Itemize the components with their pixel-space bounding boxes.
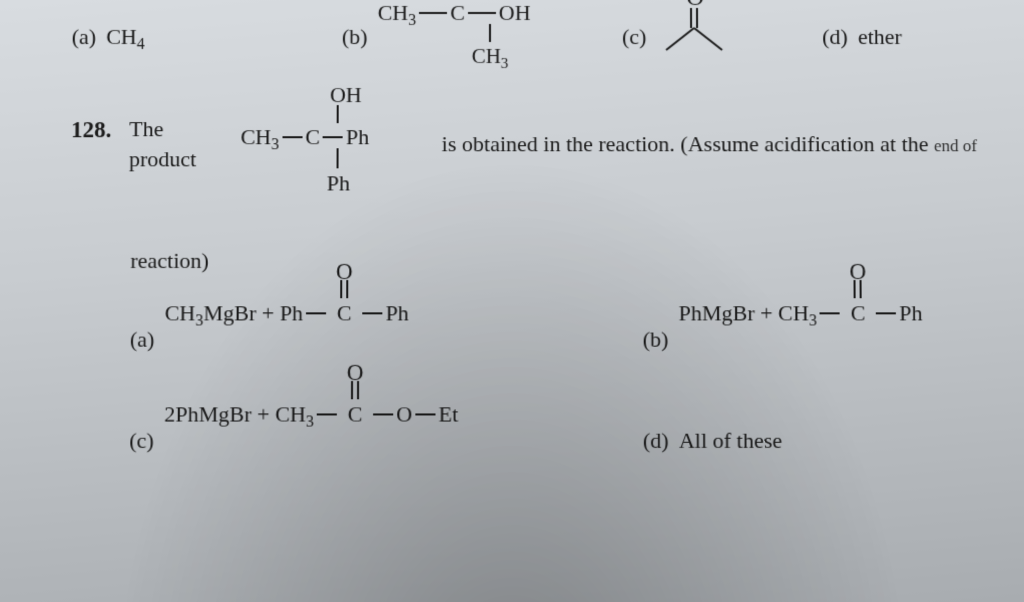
page-scan: (a) CH4 (b) CH3 CH3COH CH3 (c) O [0,0,1024,496]
et-text: Et [439,401,459,426]
bond-vertical [489,24,491,42]
reaction-c: 2PhMgBr + CH3OCOEt [164,401,458,426]
tert-butanol-structure: CH3 CH3COH CH3 [377,0,567,80]
tail-text: is obtained in the reaction. (Assume aci… [442,129,978,159]
main-row: CH3COH [378,0,531,32]
ph-bottom: Ph [327,168,350,198]
oxygen-atom: O [686,0,703,14]
carbonyl-group: OC [843,298,873,328]
question-number: 128. [71,114,129,145]
prev-opt-a: (a) CH4 [72,22,342,56]
question-text: The product OH CH3CPh Ph is obtained in … [129,114,977,174]
all-of-these: All of these [679,425,782,455]
ch3-bottom: CH3 [472,42,509,75]
reaction-a: CH3MgBr + PhOCPh [165,300,409,325]
carbonyl-group: OC [329,298,359,328]
ph-text: Ph [385,300,408,325]
question-128: 128. The product OH CH3CPh Ph is obtaine… [71,114,977,174]
ph-right: Ph [346,124,369,149]
ether-text: ether [858,22,902,52]
acetone-skeletal: O [656,0,730,66]
q128-opt-b: (b) PhMgBr + CH3OCPh [643,298,979,354]
lead-text: The product [129,114,235,174]
prev-opt-d: (d) ether [822,22,976,52]
carbonyl-group: OC [340,399,370,429]
main-row: CH3CPh [240,122,369,156]
prev-opt-b: (b) CH3 CH3COH CH3 [342,22,622,80]
bond-vertical [337,105,339,123]
opt-label: (c) [622,22,646,52]
reaction-b: PhMgBr + CH3OCPh [678,300,922,325]
ph-text: Ph [899,300,923,325]
tail-main: is obtained in the reaction. (Assume aci… [442,131,929,156]
opt-label: (d) [643,425,669,455]
product-structure: OH CH3CPh Ph [240,82,437,194]
prev-options-row: (a) CH4 (b) CH3 CH3COH CH3 (c) O [71,22,976,80]
q128-opt-a: (a) CH3MgBr + PhOCPh [130,298,633,354]
opt-label: (d) [822,22,848,52]
q128-opt-d: (d) All of these [643,399,980,455]
opt-label: (a) [72,22,97,52]
opt-label: (a) [130,325,155,355]
opt-label: (b) [342,22,368,52]
bond-vertical [337,148,339,168]
tail-cut: end of [934,136,977,155]
oh-group: OH [330,80,362,110]
formula-ch4: CH4 [106,22,145,56]
q128-opt-c: (c) 2PhMgBr + CH3OCOEt [129,399,633,455]
q128-options: (a) CH3MgBr + PhOCPh (b) PhMgBr + CH3OCP… [129,298,979,455]
opt-label: (b) [643,325,669,355]
opt-label: (c) [129,425,154,455]
prev-opt-c: (c) O [622,22,822,66]
